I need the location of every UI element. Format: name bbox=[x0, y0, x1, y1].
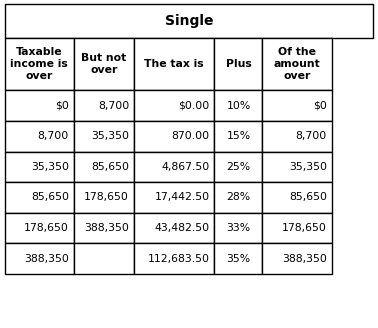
Bar bbox=[134, 152, 214, 182]
Bar bbox=[214, 121, 262, 152]
Bar bbox=[262, 182, 332, 213]
Bar bbox=[262, 121, 332, 152]
Text: But not
over: But not over bbox=[81, 53, 127, 75]
Text: 85,650: 85,650 bbox=[91, 162, 129, 172]
Bar bbox=[5, 213, 74, 243]
Bar bbox=[74, 37, 134, 91]
Text: 388,350: 388,350 bbox=[282, 254, 327, 263]
Bar bbox=[5, 37, 74, 91]
Bar bbox=[5, 243, 74, 274]
Text: 178,650: 178,650 bbox=[84, 193, 129, 202]
Text: 8,700: 8,700 bbox=[98, 101, 129, 111]
Bar bbox=[262, 37, 332, 91]
Text: 43,482.50: 43,482.50 bbox=[155, 223, 209, 233]
Bar bbox=[5, 4, 373, 37]
Text: 870.00: 870.00 bbox=[171, 131, 209, 141]
Bar bbox=[134, 37, 214, 91]
Bar bbox=[5, 91, 74, 121]
Bar bbox=[134, 91, 214, 121]
Bar bbox=[214, 213, 262, 243]
Text: Taxable
income is
over: Taxable income is over bbox=[10, 47, 68, 81]
Text: $0.00: $0.00 bbox=[178, 101, 209, 111]
Text: 4,867.50: 4,867.50 bbox=[161, 162, 209, 172]
Bar bbox=[214, 152, 262, 182]
Bar bbox=[262, 243, 332, 274]
Text: 25%: 25% bbox=[226, 162, 251, 172]
Bar bbox=[74, 91, 134, 121]
Text: 388,350: 388,350 bbox=[84, 223, 129, 233]
Bar bbox=[262, 152, 332, 182]
Bar bbox=[134, 182, 214, 213]
Text: 33%: 33% bbox=[226, 223, 251, 233]
Text: 178,650: 178,650 bbox=[24, 223, 69, 233]
Text: $0: $0 bbox=[313, 101, 327, 111]
Bar bbox=[134, 121, 214, 152]
Bar bbox=[262, 213, 332, 243]
Bar bbox=[74, 182, 134, 213]
Text: 8,700: 8,700 bbox=[296, 131, 327, 141]
Text: 35,350: 35,350 bbox=[91, 131, 129, 141]
Text: 178,650: 178,650 bbox=[282, 223, 327, 233]
Bar bbox=[262, 91, 332, 121]
Bar bbox=[74, 121, 134, 152]
Bar bbox=[5, 182, 74, 213]
Text: 8,700: 8,700 bbox=[38, 131, 69, 141]
Text: 17,442.50: 17,442.50 bbox=[155, 193, 209, 202]
Text: 35,350: 35,350 bbox=[289, 162, 327, 172]
Text: 28%: 28% bbox=[226, 193, 251, 202]
Bar bbox=[214, 182, 262, 213]
Text: 388,350: 388,350 bbox=[24, 254, 69, 263]
Text: 35%: 35% bbox=[226, 254, 251, 263]
Bar bbox=[5, 152, 74, 182]
Text: 15%: 15% bbox=[226, 131, 251, 141]
Text: $0: $0 bbox=[55, 101, 69, 111]
Text: 85,650: 85,650 bbox=[289, 193, 327, 202]
Text: 10%: 10% bbox=[226, 101, 251, 111]
Bar bbox=[214, 37, 262, 91]
Text: Of the
amount
over: Of the amount over bbox=[274, 47, 321, 81]
Text: Single: Single bbox=[165, 14, 213, 28]
Text: Plus: Plus bbox=[226, 59, 251, 69]
Bar bbox=[134, 243, 214, 274]
Bar bbox=[74, 243, 134, 274]
Bar bbox=[214, 243, 262, 274]
Bar bbox=[5, 121, 74, 152]
Text: 85,650: 85,650 bbox=[31, 193, 69, 202]
Bar bbox=[214, 91, 262, 121]
Bar bbox=[134, 213, 214, 243]
Text: 112,683.50: 112,683.50 bbox=[147, 254, 209, 263]
Text: The tax is: The tax is bbox=[144, 59, 204, 69]
Bar bbox=[74, 152, 134, 182]
Bar bbox=[74, 213, 134, 243]
Text: 35,350: 35,350 bbox=[31, 162, 69, 172]
